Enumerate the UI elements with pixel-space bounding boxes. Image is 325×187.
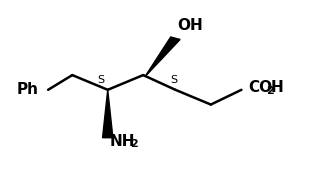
Text: OH: OH — [177, 18, 203, 33]
Text: S: S — [170, 75, 177, 85]
Text: Ph: Ph — [17, 82, 38, 97]
Text: CO: CO — [248, 80, 272, 96]
Polygon shape — [145, 37, 180, 77]
Text: 2: 2 — [266, 86, 274, 96]
Text: S: S — [97, 75, 104, 85]
Text: NH: NH — [109, 134, 135, 149]
Polygon shape — [103, 90, 113, 138]
Text: H: H — [271, 80, 283, 96]
Text: 2: 2 — [130, 139, 137, 149]
